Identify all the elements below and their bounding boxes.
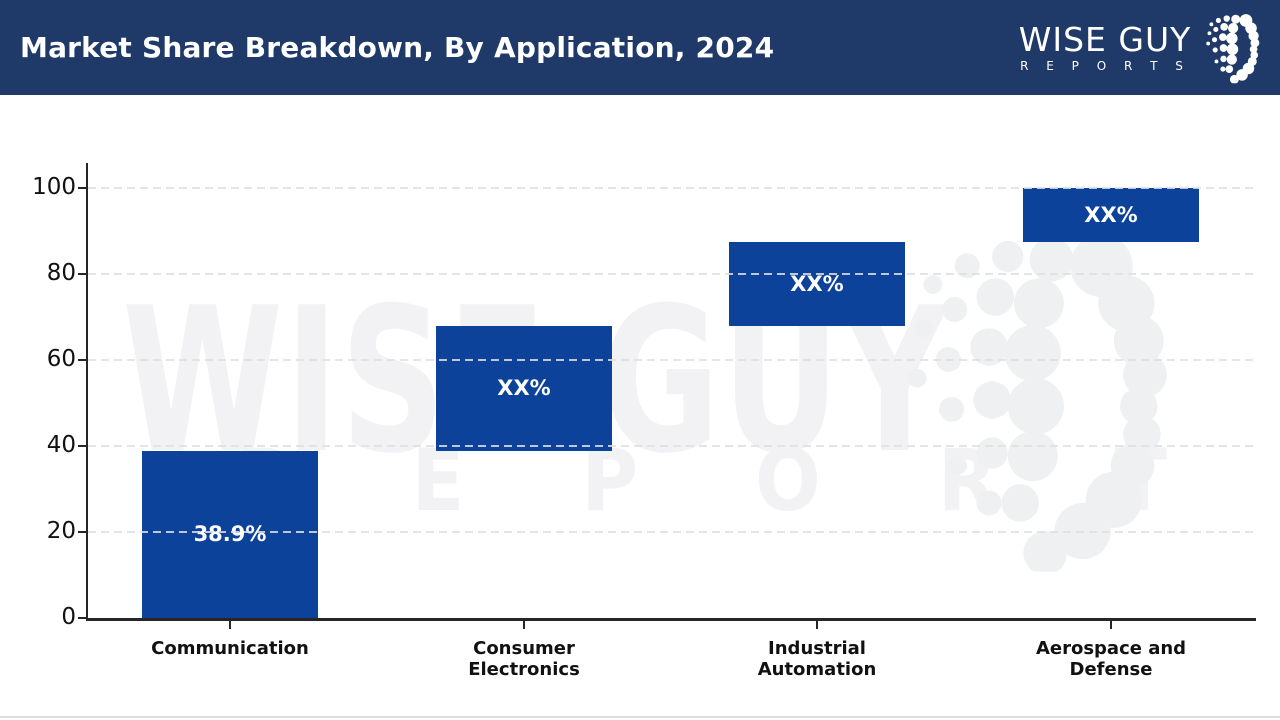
category-label-aerospace-and-defense: Aerospace and Defense [1035,638,1187,680]
chart-title: Market Share Breakdown, By Application, … [20,31,775,64]
bar-industrial-automation: XX% [729,241,905,326]
y-tick-label: 20 [46,518,76,544]
x-tick-mark [1110,621,1112,629]
bar-value-label: XX% [790,271,844,296]
category-label-industrial-automation: Industrial Automation [757,638,877,680]
category-label-communication: Communication [151,638,309,659]
y-tick-mark [78,445,88,447]
gridline [88,445,1256,447]
y-tick-label: 80 [46,260,76,286]
y-tick-mark [78,531,88,533]
bar-communication: 38.9% [142,450,318,618]
gridline [88,273,1256,275]
y-tick-mark [78,359,88,361]
wiseguy-logo-text: WISE GUY R E P O R T S [1016,19,1194,74]
header-bar: Market Share Breakdown, By Application, … [0,0,1280,95]
bar-value-label: XX% [497,376,551,401]
y-tick-label: 0 [61,604,76,630]
wiseguy-face-logo-icon [1196,10,1260,86]
y-tick-mark [78,273,88,275]
gridline [88,359,1256,361]
y-tick-label: 100 [32,174,76,200]
x-tick-mark [816,621,818,629]
y-axis-line [86,163,88,620]
y-tick-mark [78,187,88,189]
footer-divider [0,716,1280,718]
y-tick-label: 40 [46,432,76,458]
wiseguy-logo-line1: WISE GUY [1018,19,1192,59]
gridline [88,187,1256,189]
y-tick-label: 60 [46,346,76,372]
x-tick-mark [523,621,525,629]
y-tick-mark [78,617,88,619]
bar-consumer-electronics: XX% [436,325,612,451]
bar-aerospace-and-defense: XX% [1023,188,1199,242]
bar-value-label: 38.9% [193,522,267,547]
wiseguy-logo-line2: R E P O R T S [1020,59,1190,74]
bar-value-label: XX% [1084,202,1138,227]
x-axis-line [86,618,1256,621]
category-label-consumer-electronics: Consumer Electronics [468,638,580,680]
gridline [88,531,1256,533]
x-tick-mark [229,621,231,629]
wiseguy-logo: WISE GUY R E P O R T S [1016,6,1266,90]
